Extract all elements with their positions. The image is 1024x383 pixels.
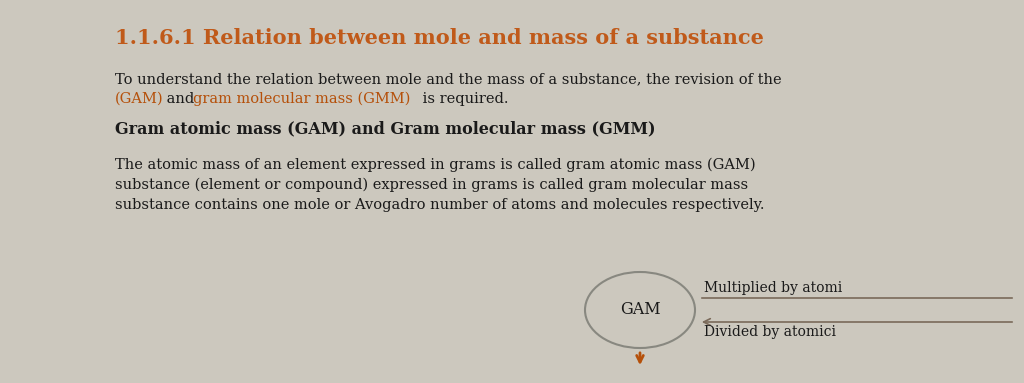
Text: Divided by atomici: Divided by atomici: [705, 325, 836, 339]
Text: Multiplied by atomi: Multiplied by atomi: [705, 281, 843, 295]
Text: The atomic mass of an element expressed in grams is called gram atomic mass (GAM: The atomic mass of an element expressed …: [115, 158, 756, 172]
Text: To understand the relation between mole and the mass of a substance, the revisio: To understand the relation between mole …: [115, 72, 781, 86]
Text: gram molecular mass (GMM): gram molecular mass (GMM): [193, 92, 411, 106]
Text: and: and: [162, 92, 199, 106]
Text: GAM: GAM: [620, 301, 660, 319]
Text: substance contains one mole or Avogadro number of atoms and molecules respective: substance contains one mole or Avogadro …: [115, 198, 765, 212]
Text: (GAM): (GAM): [115, 92, 164, 106]
Text: 1.1.6.1 Relation between mole and mass of a substance: 1.1.6.1 Relation between mole and mass o…: [115, 28, 764, 48]
Text: substance (element or compound) expressed in grams is called gram molecular mass: substance (element or compound) expresse…: [115, 178, 749, 192]
Text: is required.: is required.: [418, 92, 509, 106]
Text: Gram atomic mass (GAM) and Gram molecular mass (GMM): Gram atomic mass (GAM) and Gram molecula…: [115, 120, 655, 137]
